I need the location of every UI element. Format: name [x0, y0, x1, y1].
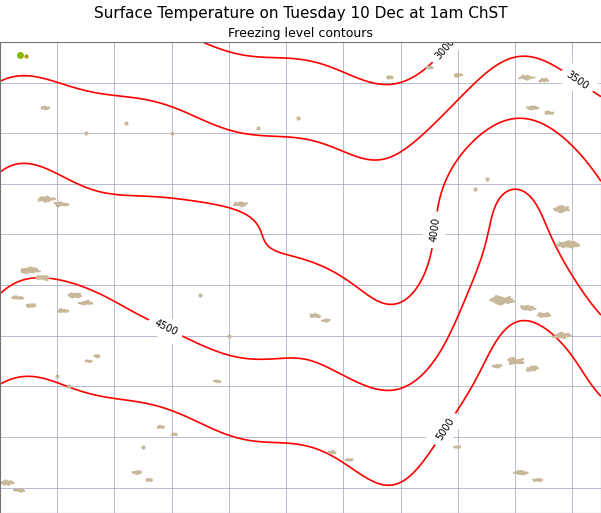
Polygon shape	[520, 305, 536, 311]
Text: Surface Temperature on Tuesday 10 Dec at 1am ChST: Surface Temperature on Tuesday 10 Dec at…	[94, 6, 507, 21]
Polygon shape	[157, 425, 165, 428]
Polygon shape	[454, 74, 463, 77]
Polygon shape	[21, 267, 41, 273]
Polygon shape	[490, 295, 515, 305]
Polygon shape	[36, 275, 50, 281]
Polygon shape	[41, 106, 50, 110]
Polygon shape	[85, 360, 92, 363]
Polygon shape	[58, 309, 69, 312]
Polygon shape	[147, 479, 153, 481]
Text: 5000: 5000	[435, 416, 456, 442]
Polygon shape	[552, 332, 571, 339]
Polygon shape	[426, 66, 433, 69]
Polygon shape	[537, 313, 551, 318]
Polygon shape	[38, 196, 56, 202]
Polygon shape	[94, 354, 100, 358]
Polygon shape	[513, 471, 528, 475]
Polygon shape	[328, 450, 336, 454]
Polygon shape	[132, 471, 142, 475]
Polygon shape	[386, 75, 393, 79]
Text: 3500: 3500	[564, 70, 590, 92]
Polygon shape	[545, 111, 554, 114]
Text: 4000: 4000	[429, 217, 441, 243]
Polygon shape	[12, 296, 23, 299]
Polygon shape	[508, 358, 524, 364]
Polygon shape	[519, 75, 535, 81]
Polygon shape	[321, 319, 330, 322]
Polygon shape	[526, 366, 538, 371]
Polygon shape	[171, 433, 177, 436]
Polygon shape	[554, 206, 570, 212]
Text: 3000: 3000	[433, 36, 457, 61]
Polygon shape	[532, 479, 543, 482]
Polygon shape	[0, 480, 14, 485]
Polygon shape	[68, 293, 82, 298]
Polygon shape	[492, 364, 502, 368]
Polygon shape	[556, 241, 579, 248]
Text: 4500: 4500	[152, 318, 178, 338]
Polygon shape	[13, 489, 25, 492]
Polygon shape	[233, 202, 248, 207]
Polygon shape	[539, 78, 549, 82]
Polygon shape	[26, 304, 35, 307]
Polygon shape	[442, 436, 451, 439]
Polygon shape	[345, 459, 353, 461]
Polygon shape	[78, 301, 93, 305]
Polygon shape	[310, 313, 320, 318]
Polygon shape	[526, 106, 539, 110]
Polygon shape	[454, 446, 461, 448]
Polygon shape	[213, 380, 221, 383]
Text: Freezing level contours: Freezing level contours	[228, 27, 373, 40]
Polygon shape	[54, 202, 69, 207]
